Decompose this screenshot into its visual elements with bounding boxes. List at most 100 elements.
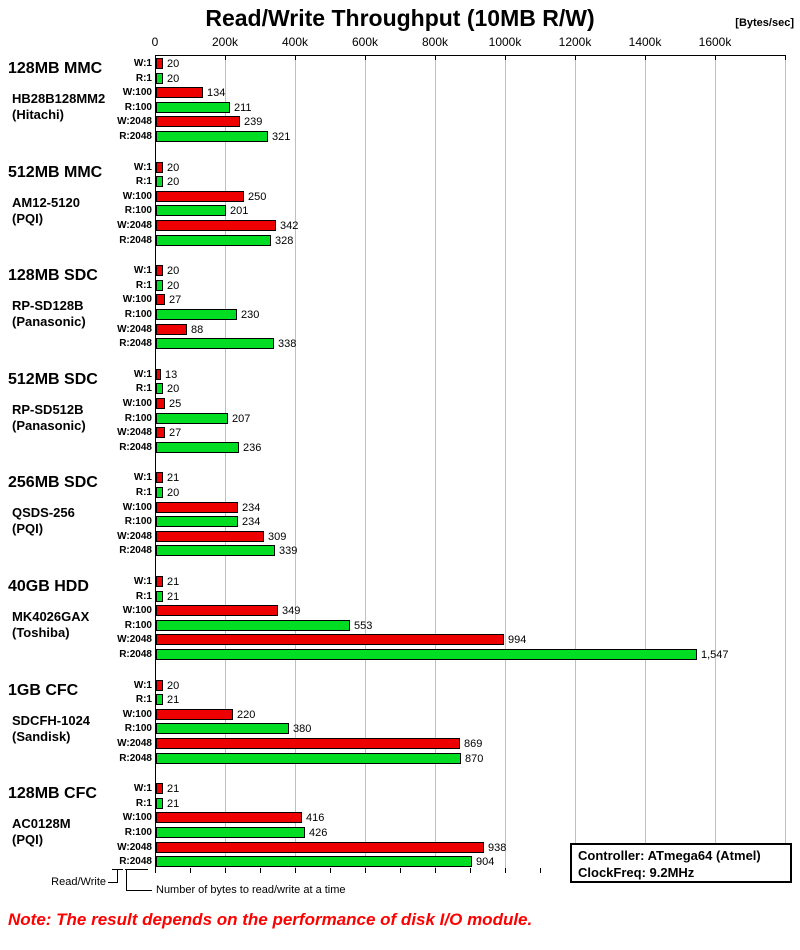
write-bar — [156, 161, 163, 173]
read-bar — [156, 487, 163, 498]
x-axis-top-tick — [785, 55, 786, 60]
write-bar — [156, 265, 163, 277]
read-bar — [156, 723, 289, 735]
x-axis-bottom-tick — [330, 868, 331, 873]
read-bar — [156, 649, 697, 660]
gridline — [645, 56, 646, 868]
y-axis-line — [155, 55, 156, 873]
bar-value-label: 869 — [464, 738, 483, 750]
bar-value-label: 20 — [167, 679, 180, 692]
write-bar — [156, 368, 161, 380]
read-bar — [156, 752, 461, 764]
bar-value-label: 309 — [268, 530, 287, 543]
controller-info-box: Controller: ATmega64 (Atmel) ClockFreq: … — [570, 843, 792, 883]
bar-row-label: R:2048 — [119, 131, 152, 142]
bar-row-label: W:100 — [122, 190, 152, 202]
bracket-underline-bytes — [125, 869, 148, 870]
device-vendor-label: (PQI) — [12, 521, 44, 537]
bar-value-label: 20 — [167, 265, 180, 278]
bar-row-label: R:1 — [135, 797, 152, 809]
x-axis-bottom-tick — [295, 868, 296, 873]
bar-row-label: W:2048 — [117, 220, 152, 231]
read-bar — [156, 516, 238, 528]
x-axis-bottom-tick — [505, 868, 506, 873]
bar-row-label: W:100 — [122, 812, 152, 824]
bar-value-label: 20 — [167, 161, 180, 174]
gridline — [365, 56, 366, 868]
bar-row-label: R:100 — [124, 827, 152, 838]
bar-row-label: W:100 — [122, 294, 152, 306]
read-bar — [156, 234, 271, 246]
bar-value-label: 20 — [167, 487, 180, 499]
legend-read-write-label: Read/Write — [51, 876, 106, 888]
bar-row-label: R:100 — [124, 723, 152, 735]
x-axis-tick-label: 1400k — [628, 35, 662, 49]
bar-row-label: R:1 — [135, 694, 152, 706]
bar-value-label: 230 — [241, 309, 260, 321]
read-bar — [156, 176, 163, 188]
device-model-label: RP-SD512B — [12, 401, 84, 417]
device-model-label: HB28B128MM2 — [12, 91, 106, 106]
read-bar — [156, 205, 226, 217]
x-axis-top-tick — [225, 55, 226, 60]
bracket-vline-rw — [117, 869, 118, 883]
bar-value-label: 870 — [465, 752, 484, 765]
bar-row-label: R:100 — [124, 619, 152, 631]
bar-value-label: 20 — [167, 279, 180, 292]
read-bar — [156, 545, 275, 557]
bar-row-label: R:2048 — [119, 234, 152, 246]
x-axis-top-tick — [505, 55, 506, 60]
device-model-label: QSDS-256 — [12, 505, 75, 521]
device-name-label: 40GB HDD — [8, 578, 89, 595]
bracket-hline-rw — [108, 882, 118, 883]
x-axis-top-tick — [365, 55, 366, 60]
gridline — [575, 56, 576, 868]
write-bar — [156, 812, 302, 824]
bar-row-label: W:1 — [133, 472, 152, 484]
read-bar — [156, 72, 163, 84]
x-axis-line — [155, 55, 785, 56]
bar-value-label: 234 — [242, 501, 261, 514]
bar-row-label: W:2048 — [117, 116, 152, 128]
x-axis-top-tick — [715, 55, 716, 60]
bar-value-label: 20 — [167, 383, 180, 396]
bar-row-label: W:1 — [133, 679, 152, 691]
bar-value-label: 220 — [237, 708, 256, 721]
device-model-label: SDCFH-1024 — [12, 712, 91, 728]
x-axis-bottom-tick — [365, 868, 366, 873]
x-axis-tick-label: 800k — [421, 35, 449, 49]
bar-value-label: 211 — [234, 101, 252, 114]
bar-value-label: 321 — [272, 131, 291, 143]
bar-value-label: 20 — [167, 72, 180, 85]
device-model-label: RP-SD128B — [12, 298, 84, 314]
bar-row-label: R:100 — [124, 101, 152, 113]
write-bar — [156, 738, 460, 749]
read-bar — [156, 309, 237, 320]
chart-title: Read/Write Throughput (10MB R/W) — [205, 5, 595, 31]
bar-row-label: R:1 — [135, 72, 152, 84]
write-bar — [156, 87, 203, 99]
bar-value-label: 338 — [278, 338, 297, 351]
device-vendor-label: (PQI) — [12, 832, 44, 848]
device-name-label: 512MB MMC — [8, 163, 103, 181]
bar-value-label: 27 — [169, 427, 182, 440]
gridline — [785, 56, 786, 868]
read-bar — [156, 827, 305, 838]
bar-value-label: 207 — [232, 412, 251, 425]
bar-value-label: 13 — [165, 368, 178, 381]
bar-value-label: 328 — [275, 234, 294, 247]
x-axis-tick-label: 1200k — [558, 35, 592, 49]
bar-row-label: R:1 — [135, 383, 152, 395]
write-bar — [156, 501, 238, 513]
x-axis-bottom-tick — [470, 868, 471, 873]
x-axis-bottom-tick — [225, 868, 226, 873]
x-axis-top-tick — [435, 55, 436, 60]
footnote: Note: The result depends on the performa… — [8, 910, 533, 929]
bar-row-label: W:2048 — [117, 427, 152, 439]
bar-row-label: W:2048 — [117, 323, 152, 335]
bar-row-label: W:2048 — [117, 530, 152, 542]
device-name-label: 512MB SDC — [8, 370, 98, 388]
device-model-label: AM12-5120 — [12, 194, 80, 210]
device-model-label: AC0128M — [12, 816, 71, 832]
